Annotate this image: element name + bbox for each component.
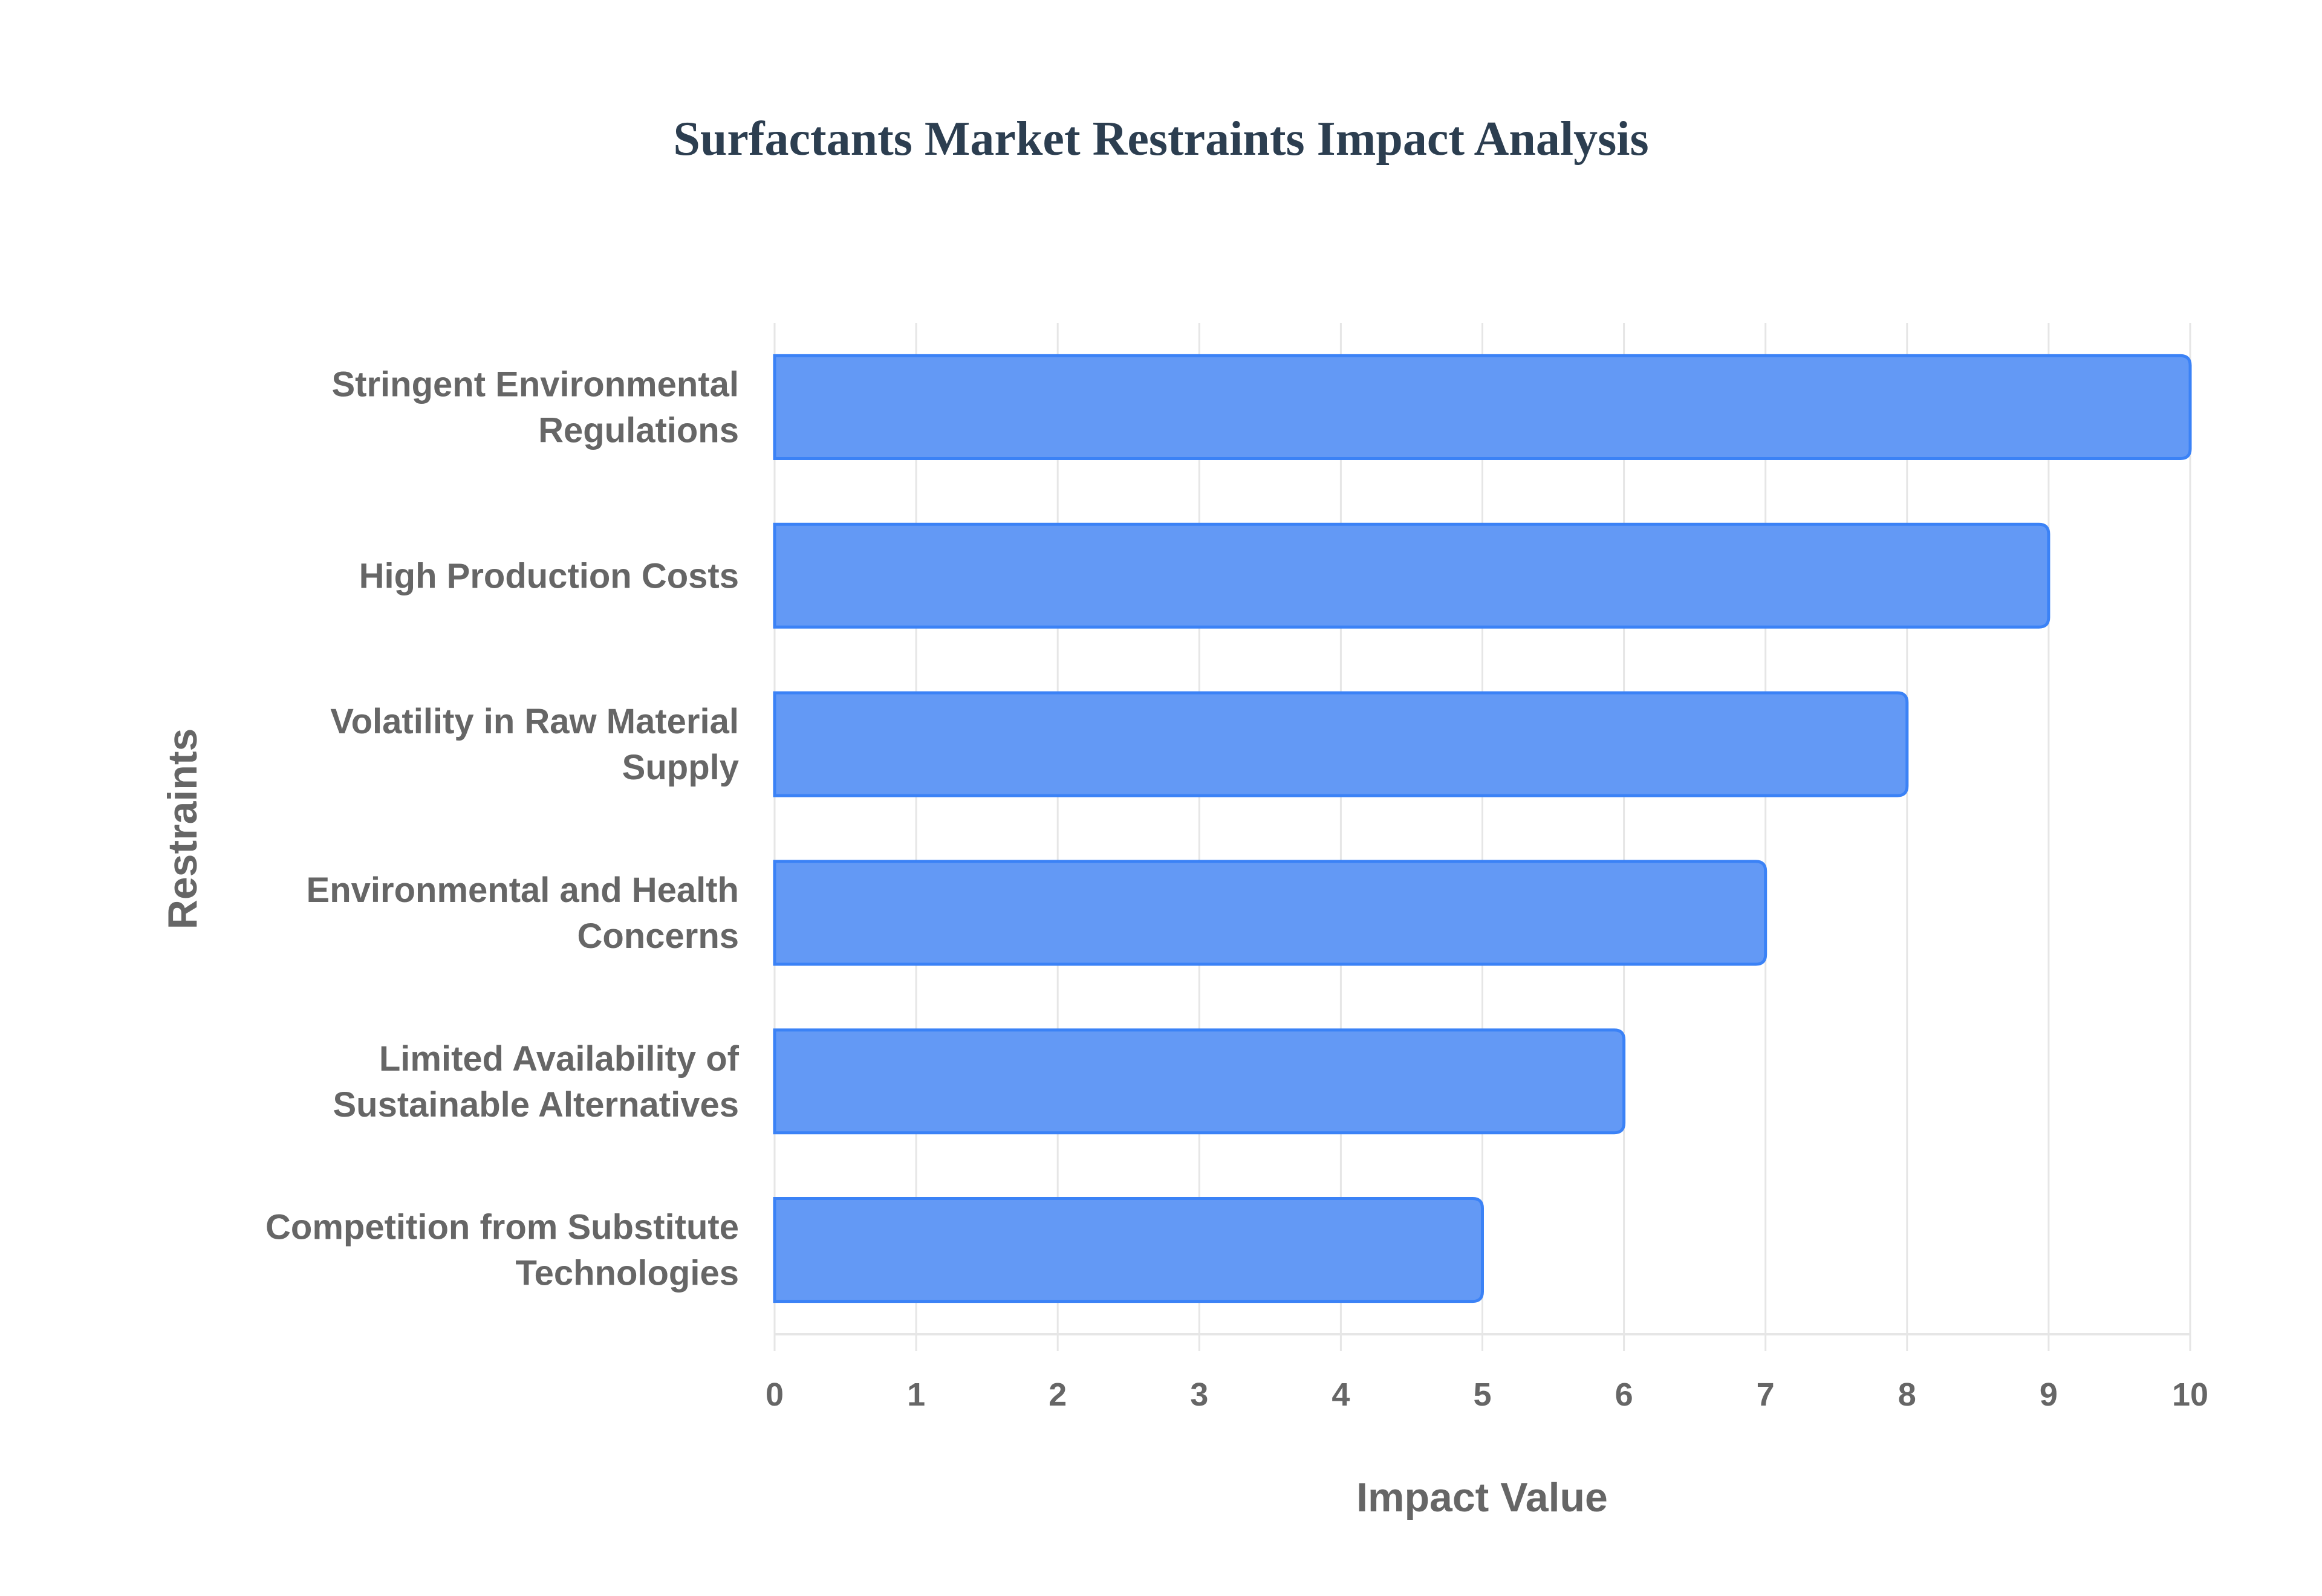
x-axis-label: Impact Value (1356, 1474, 1608, 1520)
x-tick-label: 6 (1615, 1377, 1633, 1413)
category-label-line: Volatility in Raw Material (330, 702, 739, 741)
bar (773, 691, 1909, 797)
category-label: Stringent Environmental Regulations (331, 365, 739, 450)
bar (773, 860, 1768, 966)
x-tick-label: 2 (1049, 1377, 1067, 1413)
category-label: Competition from Substitute Technologies (265, 1208, 739, 1293)
category-label-line: High Production Costs (359, 556, 739, 595)
category-label-line: Concerns (577, 916, 739, 956)
x-tick-label: 4 (1332, 1377, 1350, 1413)
x-tick-label: 9 (2040, 1377, 2058, 1413)
bar (773, 522, 2050, 629)
grid-lines (773, 323, 2191, 1351)
x-tick-labels: 0 1 2 3 4 5 6 7 8 9 10 (766, 1377, 2208, 1413)
bar (773, 1197, 1484, 1303)
category-label: High Production Costs (359, 556, 739, 595)
bars (773, 354, 2192, 1303)
x-tick-label: 5 (1473, 1377, 1491, 1413)
x-tick-label: 3 (1190, 1377, 1208, 1413)
category-label-line: Regulations (538, 410, 739, 450)
bar (773, 1028, 1626, 1135)
category-label: Environmental and Health Concerns (307, 871, 739, 956)
category-label-line: Supply (622, 748, 739, 787)
category-labels: Stringent Environmental Regulations High P… (265, 365, 740, 1293)
x-tick-label: 8 (1898, 1377, 1916, 1413)
x-tick-label: 10 (2172, 1377, 2208, 1413)
category-label: Volatility in Raw Material Supply (330, 702, 739, 787)
category-label-line: Environmental and Health (307, 871, 739, 910)
category-label-line: Competition from Substitute (265, 1208, 739, 1247)
category-label-line: Limited Availability of (379, 1039, 740, 1079)
category-label-line: Technologies (515, 1254, 739, 1293)
category-label-line: Stringent Environmental (331, 365, 739, 404)
chart-title: Surfactants Market Restraints Impact Ana… (673, 112, 1648, 166)
category-label: Limited Availability of Sustainable Alter… (333, 1039, 739, 1124)
x-tick-label: 7 (1757, 1377, 1775, 1413)
y-axis-label: Restraints (160, 728, 206, 930)
category-label-line: Sustainable Alternatives (333, 1085, 739, 1124)
x-tick-label: 1 (907, 1377, 925, 1413)
x-tick-label: 0 (766, 1377, 784, 1413)
bar (773, 354, 2192, 460)
